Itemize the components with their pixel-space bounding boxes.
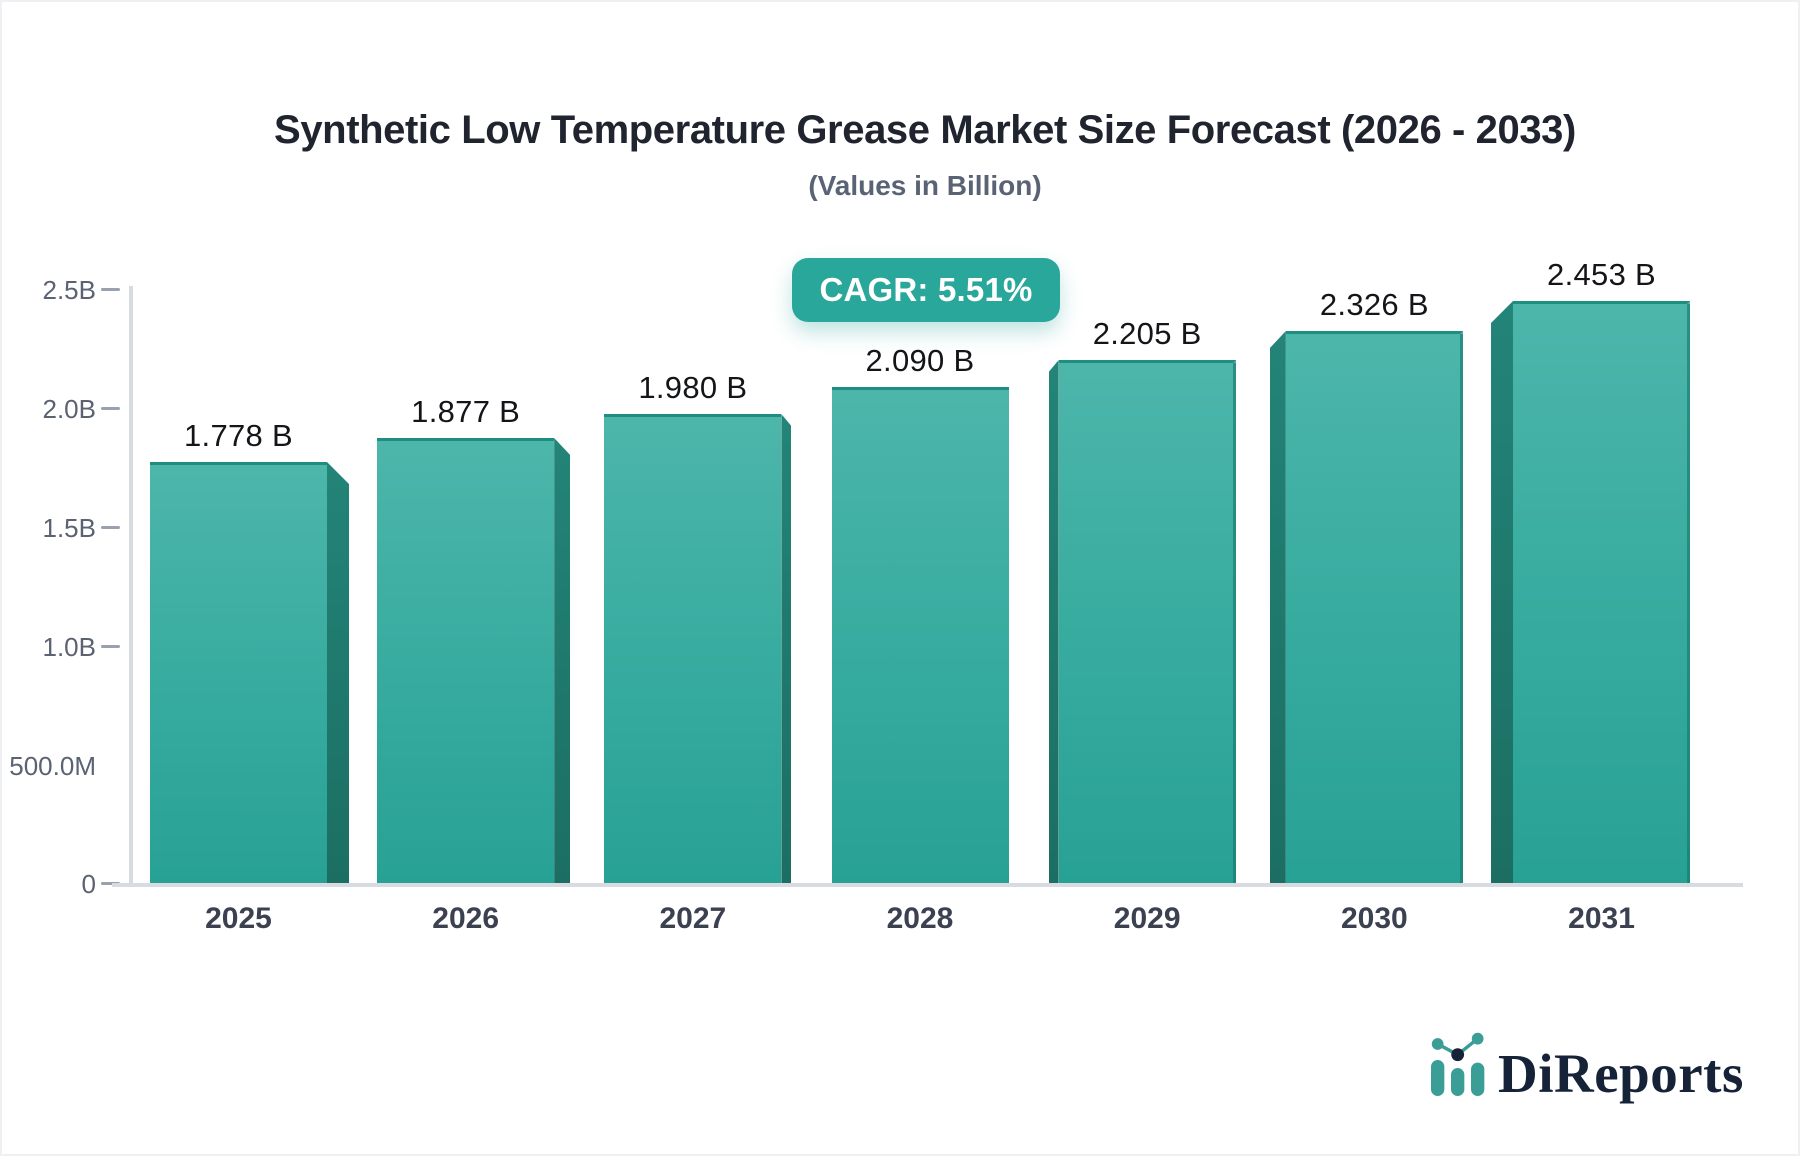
page-title: Synthetic Low Temperature Grease Market … xyxy=(274,108,1576,152)
page-subtitle: (Values in Billion) xyxy=(808,170,1042,201)
bar-value-label-2026: 1.877 B xyxy=(411,394,521,429)
bar-value-label-2029: 2.205 B xyxy=(1092,316,1202,351)
bar-2030[interactable] xyxy=(1285,331,1463,884)
bar-value-label-2030: 2.326 B xyxy=(1319,287,1429,322)
y-axis-label-2.0B: 2.0B xyxy=(42,394,97,424)
y-axis-label-500.0M: 500.0M xyxy=(9,751,96,781)
bar-2028[interactable] xyxy=(831,387,1009,884)
bar-2029[interactable] xyxy=(1058,360,1236,884)
bar-side-face-2026 xyxy=(554,438,571,884)
y-axis-label-0: 0 xyxy=(81,869,96,899)
y-tick-2.5B xyxy=(101,288,120,291)
x-axis-label-2029: 2029 xyxy=(1113,902,1181,935)
y-axis-label-2.5B: 2.5B xyxy=(42,275,97,305)
bar-side-face-2031 xyxy=(1491,301,1514,884)
y-tick-1.5B xyxy=(101,526,120,529)
bar-side-face-2029 xyxy=(1048,360,1059,884)
y-tick-0 xyxy=(101,882,120,885)
brand-name: DiReports xyxy=(1498,1042,1744,1104)
brand-logo: DiReports xyxy=(1428,1032,1744,1104)
y-axis-label-1.0B: 1.0B xyxy=(42,632,97,662)
x-axis-label-2026: 2026 xyxy=(432,902,500,935)
bar-side-face-2030 xyxy=(1269,331,1286,884)
bar-side-face-2027 xyxy=(781,414,792,884)
bar-value-label-2031: 2.453 B xyxy=(1547,257,1656,292)
y-axis-label-1.5B: 1.5B xyxy=(42,513,97,543)
bar-2026[interactable] xyxy=(377,438,555,884)
x-axis-label-2030: 2030 xyxy=(1340,902,1408,935)
bar-side-face-2025 xyxy=(327,462,349,884)
bar-value-label-2027: 1.980 B xyxy=(638,370,748,405)
bar-2031[interactable] xyxy=(1513,301,1691,884)
brand-chart-icon xyxy=(1431,1032,1485,1096)
x-axis-label-2028: 2028 xyxy=(886,902,954,935)
x-axis-label-2025: 2025 xyxy=(205,902,272,935)
bar-2025[interactable] xyxy=(150,462,327,884)
bar-2027[interactable] xyxy=(604,414,782,884)
x-axis-baseline xyxy=(112,883,1743,887)
bar-value-label-2025: 1.778 B xyxy=(184,418,293,453)
y-tick-2.0B xyxy=(101,407,120,410)
y-axis-line xyxy=(129,286,133,887)
x-axis-label-2031: 2031 xyxy=(1568,902,1635,935)
x-axis-label-2027: 2027 xyxy=(659,902,727,935)
cagr-badge-label: CAGR: 5.51% xyxy=(819,271,1033,308)
cagr-badge: CAGR: 5.51% xyxy=(792,258,1060,322)
y-tick-1.0B xyxy=(101,645,120,648)
bar-value-label-2028: 2.090 B xyxy=(865,343,975,378)
